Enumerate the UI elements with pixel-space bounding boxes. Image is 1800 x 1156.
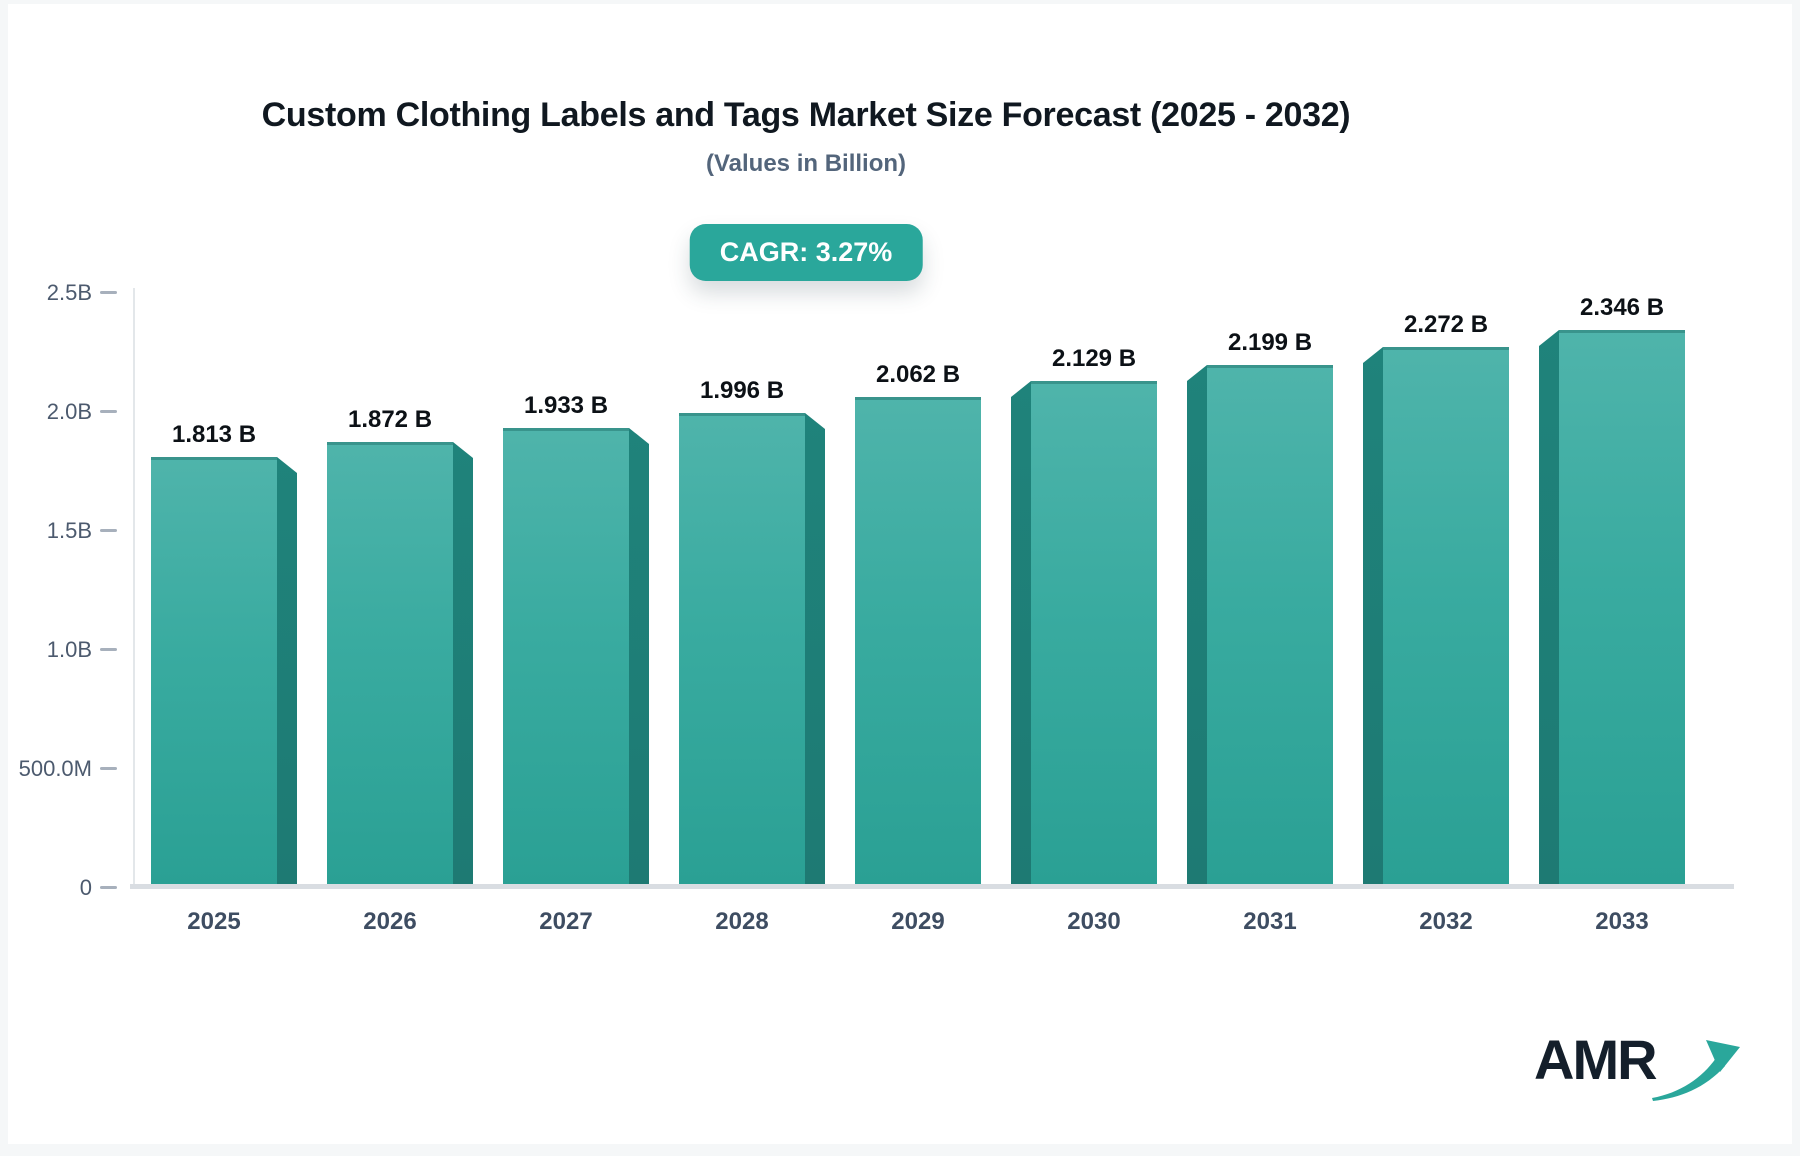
- bar-side: [1187, 365, 1207, 888]
- bar-value-label: 2.199 B: [1227, 329, 1313, 356]
- bar-side: [1363, 347, 1383, 888]
- bar-face: [1559, 330, 1685, 888]
- bar-value-label: 2.062 B: [875, 361, 961, 388]
- growth-arrow-icon: [1651, 1040, 1740, 1101]
- bar-side: [277, 457, 297, 888]
- y-tick-dash: [100, 529, 117, 532]
- bar-face: [679, 413, 805, 888]
- y-tick-label: 2.5B: [46, 280, 92, 305]
- y-tick-label: 0: [79, 875, 92, 900]
- bar-side: [805, 413, 825, 888]
- bar-side: [453, 442, 473, 888]
- x-tick-label: 2033: [1595, 908, 1649, 935]
- bar-side: [1539, 330, 1559, 888]
- y-axis-line: [133, 288, 135, 888]
- cagr-badge: CAGR: 3.27%: [689, 224, 923, 281]
- x-axis-baseline: [130, 884, 1734, 889]
- bar-value-label: 1.933 B: [523, 392, 609, 419]
- bar-face: [855, 397, 981, 888]
- y-tick-label: 1.0B: [46, 637, 92, 662]
- bar-face: [503, 428, 629, 888]
- x-tick-label: 2025: [187, 908, 241, 935]
- bar-value-label: 2.272 B: [1403, 311, 1489, 338]
- bar-side: [629, 428, 649, 888]
- x-tick-label: 2029: [891, 908, 945, 935]
- x-tick-label: 2031: [1243, 908, 1297, 935]
- y-tick-dash: [100, 291, 117, 294]
- y-tick-dash: [100, 886, 117, 889]
- chart-title: Custom Clothing Labels and Tags Market S…: [261, 96, 1351, 134]
- x-tick-label: 2027: [539, 908, 593, 935]
- y-tick-dash: [100, 410, 117, 413]
- chart-subtitle: (Values in Billion): [705, 150, 907, 177]
- brand-logo-text: AMR: [1534, 1028, 1658, 1091]
- bar-face: [1383, 347, 1509, 888]
- bar-value-label: 1.996 B: [699, 377, 785, 404]
- x-tick-label: 2026: [363, 908, 417, 935]
- y-tick-dash: [100, 767, 117, 770]
- bar-value-label: 2.346 B: [1579, 294, 1665, 321]
- bar-face: [151, 457, 277, 888]
- bar-value-label: 1.813 B: [171, 421, 257, 448]
- brand-logo: AMR: [1534, 1032, 1742, 1104]
- x-tick-label: 2028: [715, 908, 769, 935]
- x-tick-label: 2030: [1067, 908, 1121, 935]
- bar-face: [327, 442, 453, 888]
- bar-face: [1207, 365, 1333, 888]
- y-tick-label: 1.5B: [46, 518, 92, 543]
- y-tick-label: 2.0B: [46, 399, 92, 424]
- y-tick-label: 500.0M: [18, 756, 92, 781]
- bar-value-label: 2.129 B: [1051, 345, 1137, 372]
- y-tick-dash: [100, 648, 117, 651]
- x-tick-label: 2032: [1419, 908, 1473, 935]
- bar-value-label: 1.872 B: [347, 406, 433, 433]
- bar-side: [1011, 381, 1031, 888]
- bar-face: [1031, 381, 1157, 888]
